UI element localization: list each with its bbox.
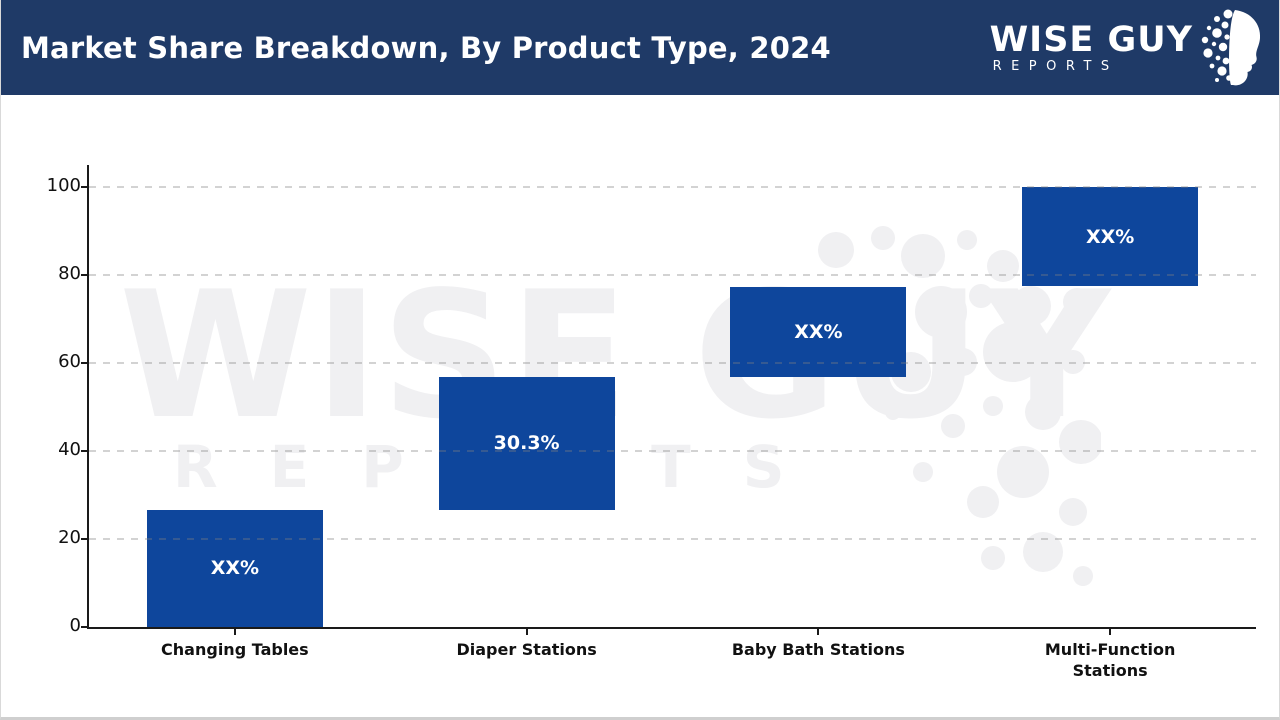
y-axis-line [87,165,89,629]
gridline [89,538,1256,540]
chart-area: WISE GUY REPORTS 020406080100XX%Changing… [1,95,1279,717]
y-axis-tick-label: 60 [58,351,81,372]
x-axis-tick-mark [233,627,236,635]
bar-value-label: XX% [794,320,843,343]
bar-value-label: XX% [210,557,260,580]
gridline [89,186,1256,188]
logo-wordmark: WISE GUY [989,19,1193,60]
gridline [89,362,1256,364]
wise-guy-logo: WISE GUY REPORTS [990,6,1267,90]
gridline [89,450,1256,452]
logo-subtitle: REPORTS [992,59,1119,75]
bar-value-label: 30.3% [493,432,560,455]
bar-segment [146,509,323,627]
y-axis-tick-mark [81,450,89,452]
bar-segment [730,286,907,377]
y-axis-tick-label: 0 [69,615,81,636]
y-axis-tick-mark [81,538,89,540]
x-axis-category-label: Changing Tables [161,640,309,659]
x-axis-tick-mark [817,627,820,635]
x-axis-tick-mark [525,627,528,635]
page-title: Market Share Breakdown, By Product Type,… [21,30,831,65]
y-axis-tick-mark [81,274,89,276]
y-axis-tick-label: 40 [58,439,81,460]
header: Market Share Breakdown, By Product Type,… [1,0,1279,95]
y-axis-tick-label: 80 [58,263,81,284]
logo-text: WISE GUY REPORTS [989,19,1193,75]
x-axis-category-label: Diaper Stations [456,640,597,659]
y-axis-tick-mark [81,626,89,628]
y-axis-tick-mark [81,362,89,364]
x-axis-category-label: Baby Bath Stations [731,640,905,659]
y-axis-tick-label: 20 [58,527,81,548]
bar-value-label: XX% [1085,225,1135,248]
gridline [89,274,1256,276]
bar-segment [438,376,615,510]
x-axis-category-label: Multi-Function Stations [1044,640,1176,680]
y-axis-tick-mark [81,186,89,188]
bar-segment [1022,187,1199,286]
y-axis-tick-label: 100 [46,175,81,196]
plot: 0 20 40 60 80 100 XX% Changing Tables 30.3% Diape… [1,95,1279,717]
x-axis-line [87,627,1256,629]
wise-guy-face-icon [1201,9,1261,86]
x-axis-tick-mark [1109,627,1112,635]
